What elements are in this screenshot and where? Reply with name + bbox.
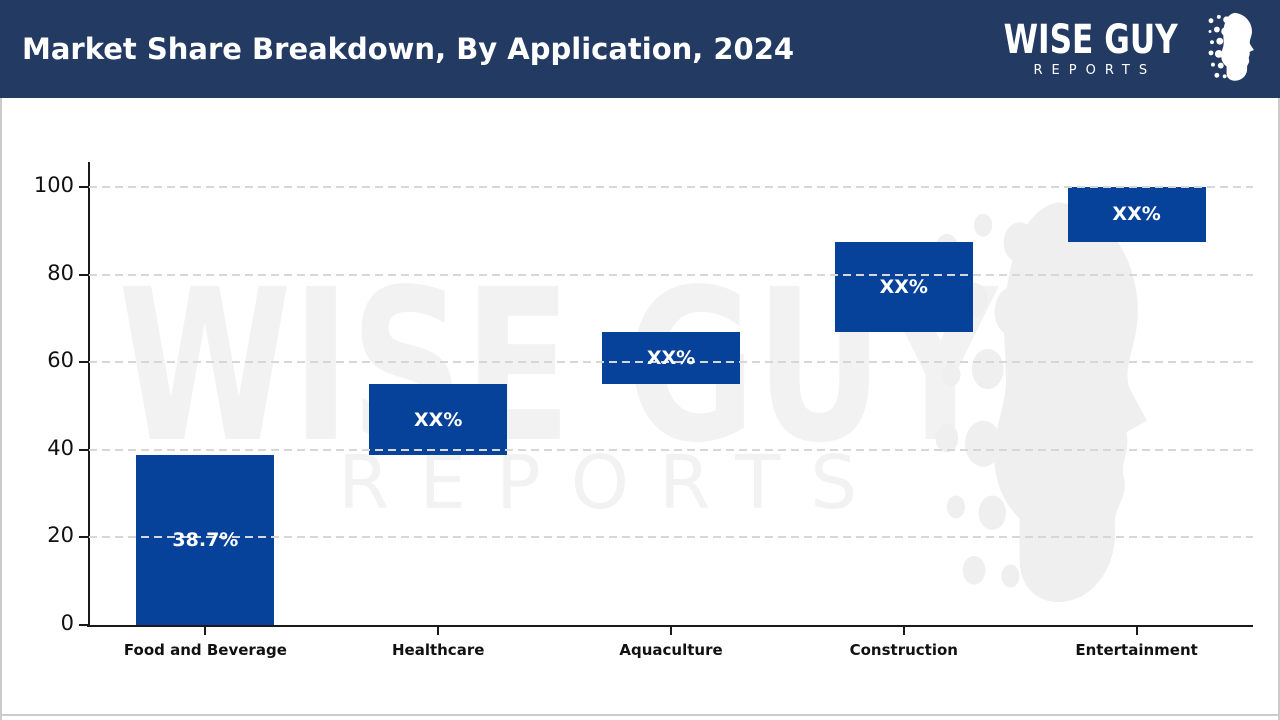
bar [602,331,740,385]
bar-value-label: XX% [1112,203,1161,226]
gridline [89,448,1253,451]
x-tick-mark [204,627,207,635]
header-bar: Market Share Breakdown, By Application, … [0,0,1280,98]
x-tick-mark [1135,627,1138,635]
y-tick-mark [79,273,88,276]
x-axis-category-label: Aquaculture [619,641,723,659]
wiseguy-logo-text: WISE GUY REPORTS [979,20,1202,78]
x-axis-category-label: Entertainment [1075,641,1198,659]
y-tick-label: 100 [33,173,74,197]
x-tick-mark [902,627,905,635]
bar [369,384,508,456]
bar [1067,187,1206,242]
bar-value-label: XX% [414,408,463,431]
bar-value-label: XX% [879,275,928,298]
gridline [89,273,1253,276]
y-tick-label: 80 [47,260,74,285]
x-tick-mark [437,627,440,635]
y-tick-mark [79,448,88,451]
bar-value-label: 38.7% [172,529,239,552]
wiseguy-logo-main: WISE GUY [1003,17,1178,63]
gridline [89,361,1253,364]
bar [834,241,973,332]
bar-value-label: XX% [646,346,696,369]
x-axis-line [87,625,1253,627]
y-tick-mark [79,361,88,364]
x-axis-category-label: Construction [849,641,958,659]
frame-border-bottom [0,714,1280,716]
x-axis-category-label: Food and Beverage [123,641,287,659]
gridline [89,186,1253,188]
y-tick-mark [79,624,88,626]
y-tick-mark [79,536,88,539]
y-tick-mark [79,186,88,188]
x-tick-mark [670,627,672,635]
bar [136,455,275,625]
y-tick-label: 40 [47,435,74,460]
frame-border-left [0,98,2,720]
wiseguy-face-icon [1208,12,1254,81]
y-tick-label: 0 [60,611,74,635]
frame-border-right [1278,98,1280,720]
page-title: Market Share Breakdown, By Application, … [22,32,795,66]
y-tick-label: 20 [47,523,74,548]
gridline [89,536,1253,539]
x-axis-category-label: Healthcare [391,641,485,659]
wiseguy-logo-sub: REPORTS [1033,63,1157,78]
y-axis-line [88,162,90,627]
y-tick-label: 60 [47,348,74,373]
wiseguy-logo: WISE GUY REPORTS [979,10,1258,88]
